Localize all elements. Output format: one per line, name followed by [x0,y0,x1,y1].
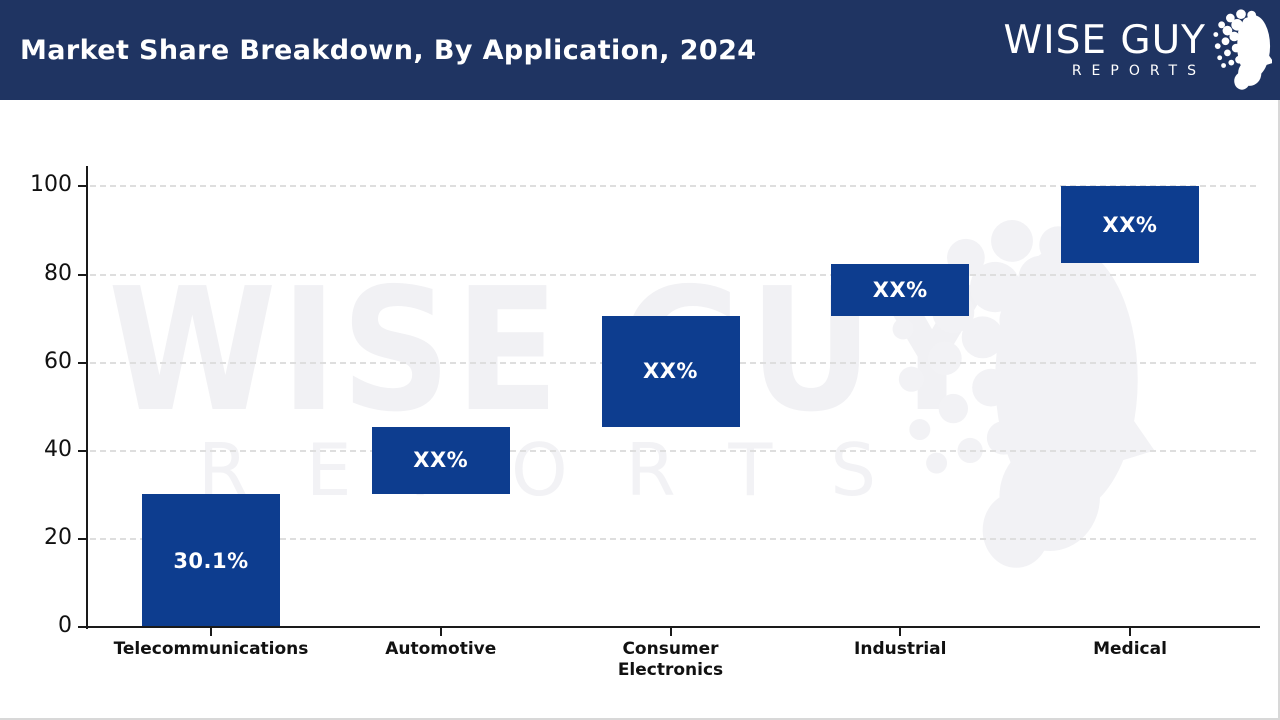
x-category-label: Telecommunications [96,639,326,660]
y-tick-mark [78,537,87,540]
gridline-20 [90,537,1256,540]
right-border-line [1278,100,1280,718]
x-tick-mark [899,628,902,636]
x-category-label: Consumer Electronics [556,639,786,681]
bar-segment: XX% [831,263,970,317]
logo-subtitle: REPORTS [1071,63,1206,79]
bar-value-label: XX% [1102,212,1158,237]
x-tick-mark [439,628,442,636]
x-tick-mark [1129,628,1131,636]
y-tick-mark [78,361,87,364]
x-category-label: Industrial [785,639,1015,660]
x-category-label-line: Electronics [617,660,724,680]
bar-value-label: XX% [413,448,469,473]
y-tick-mark [78,185,87,188]
y-tick-label: 80 [44,260,72,286]
x-category-label-line: Automotive [385,639,497,659]
bar-value-label: 30.1% [173,548,249,573]
gridline-40 [90,449,1256,452]
x-category-label-line: Consumer [622,639,719,659]
y-tick-label: 60 [44,348,72,374]
bar-segment: 30.1% [142,494,280,627]
y-tick-label: 40 [44,436,72,462]
x-category-label: Medical [1015,639,1245,660]
y-tick-label: 100 [30,172,72,198]
bar-segment: XX% [601,316,740,427]
gridline-80 [90,273,1256,276]
page-title: Market Share Breakdown, By Application, … [20,34,757,66]
header: Market Share Breakdown, By Application, … [0,0,1280,100]
x-category-label-line: Telecommunications [113,639,309,659]
bar-segment: XX% [1061,186,1199,264]
x-tick-mark [669,628,672,636]
y-tick-mark [78,449,87,452]
y-axis-line [86,166,88,629]
y-tick-mark [78,273,87,276]
gridline-100 [90,185,1256,188]
bottom-border-line [0,718,1280,720]
x-axis-line [86,626,1260,628]
x-category-label-line: Industrial [854,639,947,659]
y-tick-mark [78,626,87,628]
watermark-subtitle: REPORTS [198,428,935,512]
wiseguy-logo: WISE GUY REPORTS [1004,8,1272,92]
y-tick-label: 0 [58,613,72,638]
x-category-label-line: Medical [1093,639,1167,659]
logo-text: WISE GUY REPORTS [1004,21,1206,79]
wiseguy-head-icon [1213,9,1272,90]
logo-wordmark: WISE GUY [1003,18,1206,63]
bar-value-label: XX% [643,359,698,384]
bar-segment: XX% [371,426,510,495]
y-tick-label: 20 [44,524,72,550]
bar-value-label: XX% [872,277,928,302]
x-category-label: Automotive [326,639,556,660]
x-tick-mark [210,628,212,636]
